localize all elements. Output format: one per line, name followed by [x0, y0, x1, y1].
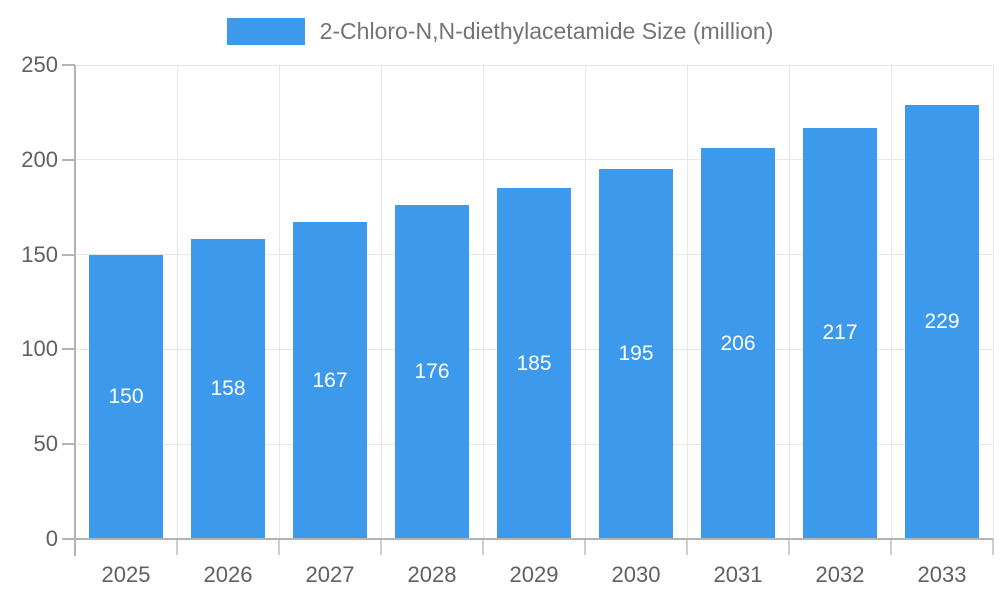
y-axis-line	[74, 65, 76, 556]
bar-value-label: 206	[720, 331, 756, 355]
y-axis-tick	[62, 443, 75, 446]
legend-swatch-icon	[226, 18, 305, 45]
bar[interactable]	[497, 188, 571, 539]
x-gridline	[176, 65, 178, 539]
x-gridline	[380, 65, 382, 539]
x-gridline	[482, 65, 484, 539]
x-axis-label: 2030	[611, 562, 661, 587]
y-axis-label: 250	[21, 52, 58, 77]
bar-value-label: 158	[210, 377, 246, 401]
y-axis-label: 200	[21, 146, 58, 172]
y-axis-tick	[62, 348, 75, 351]
bar-value-label: 217	[822, 321, 858, 345]
bar[interactable]	[905, 104, 979, 539]
y-axis-label: 150	[21, 241, 58, 267]
x-axis-tick	[788, 539, 790, 555]
y-axis-label: 0	[45, 526, 58, 551]
x-gridline	[890, 65, 892, 539]
bar[interactable]	[293, 222, 367, 539]
x-axis-label: 2028	[407, 562, 457, 587]
x-axis-tick	[992, 539, 994, 555]
x-gridline	[584, 65, 586, 539]
y-axis-label: 100	[21, 336, 58, 362]
bar-value-label: 195	[618, 342, 654, 366]
legend-label: 2-Chloro-N,N-diethylacetamide Size (mill…	[319, 18, 774, 44]
x-axis-tick	[686, 539, 688, 555]
bar-value-label: 167	[312, 368, 348, 392]
x-axis-label: 2026	[203, 562, 253, 587]
bar[interactable]	[395, 205, 469, 539]
x-axis-line	[75, 538, 993, 540]
x-axis-tick	[584, 539, 586, 555]
x-axis-label: 2033	[917, 562, 967, 587]
x-axis-label: 2031	[713, 562, 763, 587]
x-axis-label: 2027	[305, 562, 355, 587]
bar-value-label: 229	[924, 309, 960, 333]
bar[interactable]	[191, 239, 265, 539]
x-axis-tick	[278, 539, 280, 555]
y-axis-tick	[62, 538, 75, 540]
bar[interactable]	[89, 254, 163, 539]
x-axis-tick	[380, 539, 382, 555]
x-axis-tick	[176, 539, 178, 555]
x-axis-label: 2025	[101, 562, 151, 587]
y-axis-tick	[62, 253, 75, 256]
y-axis-tick	[62, 158, 75, 161]
x-axis-tick	[890, 539, 892, 555]
bar[interactable]	[803, 127, 877, 539]
x-gridline	[278, 65, 280, 539]
x-axis-label: 2029	[509, 562, 559, 587]
x-axis-label: 2032	[815, 562, 865, 587]
y-axis-label: 50	[33, 431, 58, 457]
bar-value-label: 185	[516, 351, 552, 375]
bar-value-label: 150	[108, 384, 144, 408]
y-gridline	[75, 64, 993, 66]
x-axis-tick	[482, 539, 484, 555]
y-gridline	[75, 159, 993, 161]
legend[interactable]: 2-Chloro-N,N-diethylacetamide Size (mill…	[0, 18, 1000, 45]
x-gridline	[788, 65, 790, 539]
x-gridline	[992, 65, 994, 539]
bar[interactable]	[701, 148, 775, 539]
bar-value-label: 176	[414, 360, 450, 384]
y-axis-tick	[62, 64, 75, 66]
x-gridline	[686, 65, 688, 539]
bar[interactable]	[599, 169, 673, 539]
